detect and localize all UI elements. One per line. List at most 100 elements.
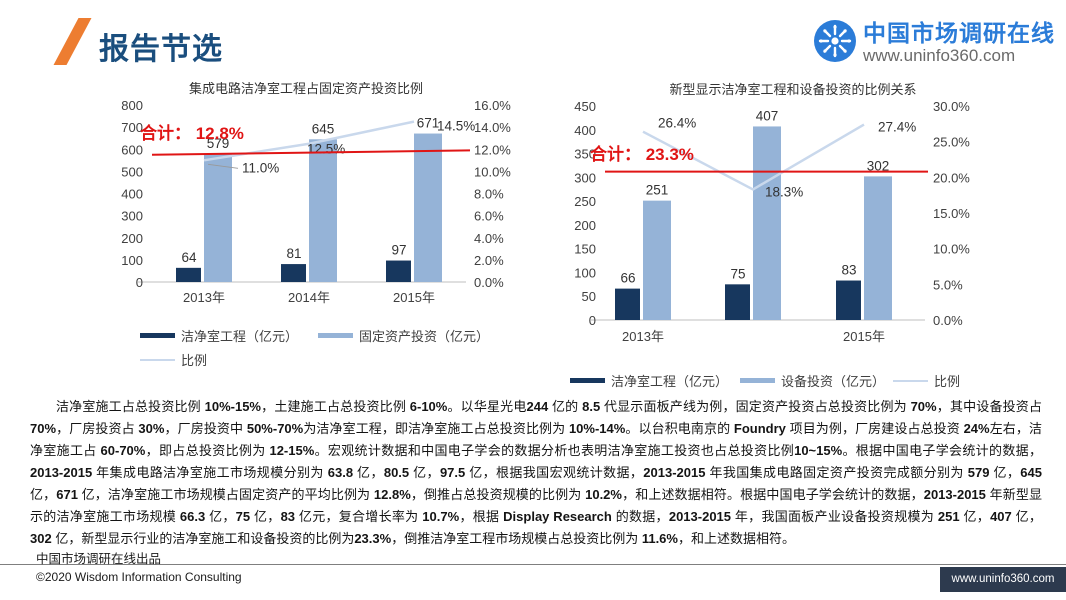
legend-left-ratio: 比例: [140, 350, 207, 369]
left-axis-tick: 350: [574, 147, 596, 162]
legend-left-fixed-assets: 固定资产投资（亿元）: [318, 326, 489, 345]
right-chart: 新型显示洁净室工程和设备投资的比例关系 0 50 100 150 200 250 300 350…: [574, 82, 970, 344]
legend-swatch-dark: [570, 378, 605, 383]
brand-name: 中国市场调研在线: [863, 20, 1055, 46]
bar-light-2: [864, 176, 892, 320]
bar-light-0: [204, 153, 232, 282]
left-axis-tick: 400: [121, 187, 143, 202]
chart-title: 新型显示洁净室工程和设备投资的比例关系: [669, 82, 916, 97]
right-axis-tick: 6.0%: [474, 209, 504, 224]
total-average-line: [151, 149, 471, 156]
bar-light-label-2: 671: [417, 116, 440, 131]
right-axis-tick: 0.0%: [474, 275, 504, 290]
brand-snowflake-icon: [814, 20, 856, 62]
right-axis-tick: 4.0%: [474, 231, 504, 246]
legend-label: 比例: [181, 353, 208, 368]
right-axis-tick: 8.0%: [474, 187, 504, 202]
legend-right-equipment: 设备投资（亿元）: [740, 371, 885, 390]
ratio-line: [203, 120, 415, 162]
left-axis-tick: 450: [574, 99, 596, 114]
legend-right-ratio: 比例: [893, 371, 960, 390]
right-axis-tick: 14.0%: [474, 120, 511, 135]
label-leader-line: [207, 163, 239, 169]
bar-dark-2: [836, 280, 861, 320]
bar-dark-2: [386, 260, 411, 282]
ratio-line: [642, 123, 865, 191]
footer-url-link[interactable]: www.uninfo360.com: [940, 567, 1066, 592]
category-label-2: 2015年: [843, 329, 885, 344]
left-axis-tick: 200: [574, 218, 596, 233]
left-axis-tick: 250: [574, 194, 596, 209]
ratio-label-0: 26.4%: [658, 116, 696, 131]
left-axis-tick: 400: [574, 123, 596, 138]
right-axis-tick: 15.0%: [933, 206, 970, 221]
footer-divider: [0, 564, 1066, 565]
right-axis-tick: 16.0%: [474, 98, 511, 113]
bar-light-1: [753, 126, 781, 321]
left-axis-tick: 700: [121, 120, 143, 135]
left-axis-tick: 500: [121, 164, 143, 179]
category-label-1: 2014年: [288, 290, 330, 305]
right-axis-tick: 2.0%: [474, 253, 504, 268]
bar-light-label-2: 302: [867, 158, 890, 173]
bar-light-2: [414, 133, 442, 282]
legend-swatch-light: [740, 378, 775, 383]
chart-title: 集成电路洁净室工程占固定资产投资比例: [189, 82, 423, 96]
brand-url-link[interactable]: www.uninfo360.com: [863, 46, 1016, 65]
bar-light-1: [309, 139, 337, 282]
right-axis-tick: 20.0%: [933, 170, 970, 185]
bar-dark-label-1: 81: [286, 246, 301, 261]
ratio-label-2: 27.4%: [878, 120, 916, 135]
body-paragraph: 洁净室施工占总投资比例 10%-15%，土建施工占总投资比例 6-10%。以华星…: [30, 399, 1042, 546]
left-axis-tick: 150: [574, 242, 596, 257]
left-axis-tick: 300: [121, 209, 143, 224]
legend-swatch-dark: [140, 333, 175, 338]
category-label-0: 2013年: [183, 290, 225, 305]
legend-swatch-light: [318, 333, 353, 338]
bar-dark-label-0: 64: [181, 250, 197, 265]
right-axis-tick: 10.0%: [933, 242, 970, 257]
bar-light-label-0: 251: [646, 183, 669, 198]
bar-light-0: [643, 200, 671, 320]
legend-label: 洁净室工程（亿元）: [181, 329, 299, 344]
legend-swatch-line: [140, 358, 175, 361]
right-axis-tick: 12.0%: [474, 142, 511, 157]
bar-light-label-0: 579: [207, 136, 230, 151]
left-axis-tick: 800: [121, 98, 143, 113]
ratio-label-2: 14.5%: [437, 119, 475, 134]
category-label-0: 2013年: [622, 329, 664, 344]
category-label-2: 2015年: [393, 290, 435, 305]
bar-dark-label-2: 97: [391, 243, 406, 258]
bar-dark-1: [281, 264, 306, 282]
right-axis-tick: 0.0%: [933, 313, 963, 328]
bar-light-label-1: 645: [312, 121, 335, 136]
ratio-label-0: 11.0%: [242, 160, 279, 175]
legend-label: 比例: [934, 374, 961, 389]
legend-right-cleanroom: 洁净室工程（亿元）: [570, 371, 728, 390]
left-axis-tick: 200: [121, 231, 143, 246]
right-axis-tick: 10.0%: [474, 164, 511, 179]
left-axis-tick: 0: [136, 275, 143, 290]
left-axis-tick: 300: [574, 170, 596, 185]
bar-light-label-1: 407: [756, 108, 779, 123]
right-axis-tick: 25.0%: [933, 135, 970, 150]
footer-producer: 中国市场调研在线出品: [36, 552, 162, 566]
bar-dark-label-2: 83: [841, 263, 856, 278]
left-chart: 集成电路洁净室工程占固定资产投资比例 0 100 200 300 400 500 600 700…: [121, 82, 511, 305]
left-axis-tick: 600: [121, 142, 143, 157]
bar-dark-label-0: 66: [620, 271, 635, 286]
total-label: 合计： 12.8%: [140, 123, 244, 143]
brand-block: 中国市场调研在线 www.uninfo360.com: [814, 20, 1055, 65]
legend-label: 设备投资（亿元）: [781, 374, 886, 389]
legend-left-cleanroom: 洁净室工程（亿元）: [140, 326, 298, 345]
accent-slash-decoration: [53, 18, 92, 65]
bar-dark-label-1: 75: [730, 266, 745, 281]
bar-dark-0: [615, 288, 640, 320]
left-axis-tick: 100: [121, 253, 143, 268]
left-axis-tick: 0: [589, 313, 596, 328]
left-axis-tick: 100: [574, 265, 596, 280]
legend-label: 洁净室工程（亿元）: [611, 374, 729, 389]
ratio-label-1: 18.3%: [765, 184, 803, 199]
bar-dark-1: [725, 284, 750, 320]
legend-label: 固定资产投资（亿元）: [359, 329, 490, 344]
